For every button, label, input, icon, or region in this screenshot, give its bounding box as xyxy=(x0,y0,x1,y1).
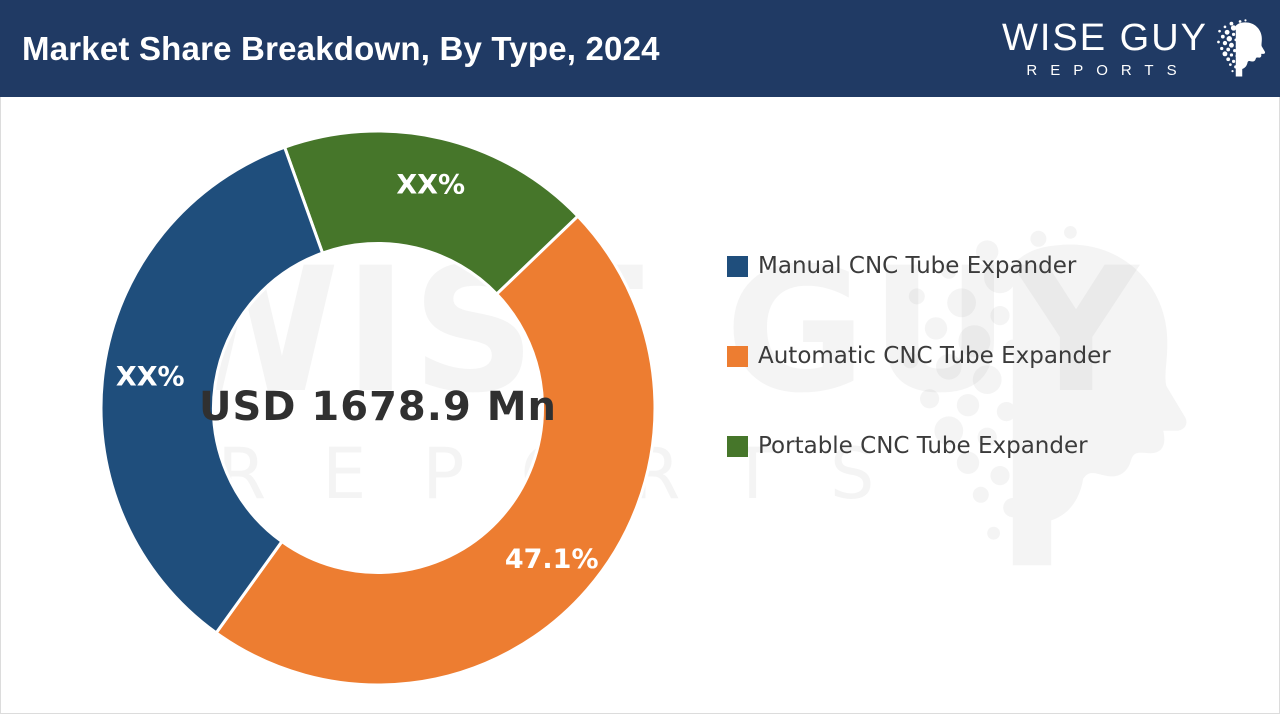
wise-guy-logo: WISE GUY REPORTS xyxy=(1002,11,1266,87)
slice-automatic-cnc-tube-expander xyxy=(214,214,657,687)
legend-label-manual: Manual CNC Tube Expander xyxy=(758,253,1077,279)
slice-label: XX% xyxy=(116,361,185,392)
slice-label: 47.1% xyxy=(505,544,599,575)
legend-item-automatic: Automatic CNC Tube Expander xyxy=(727,339,1111,373)
chart-center-value: USD 1678.9 Mn xyxy=(199,384,557,430)
donut-chart: XX% 47.1% XX% xyxy=(99,129,657,687)
legend-item-portable: Portable CNC Tube Expander xyxy=(727,429,1111,463)
legend-label-portable: Portable CNC Tube Expander xyxy=(758,433,1088,459)
legend-label-automatic: Automatic CNC Tube Expander xyxy=(758,343,1111,369)
legend-swatch-portable xyxy=(727,435,748,457)
legend-item-manual: Manual CNC Tube Expander xyxy=(727,249,1111,283)
logo-face-icon xyxy=(1217,18,1266,77)
logo-wordmark: WISE GUY xyxy=(1001,17,1208,59)
legend-swatch-manual xyxy=(727,255,748,277)
slice-portable-cnc-tube-expander xyxy=(282,129,580,297)
page-title: Market Share Breakdown, By Type, 2024 xyxy=(22,29,660,67)
slice-label: XX% xyxy=(396,170,465,201)
header-bar: Market Share Breakdown, By Type, 2024 WI… xyxy=(0,0,1280,97)
legend-swatch-automatic xyxy=(727,345,748,367)
chart-legend: Manual CNC Tube Expander Automatic CNC T… xyxy=(727,249,1111,519)
logo-subtitle: REPORTS xyxy=(1026,62,1190,79)
slice-manual-cnc-tube-expander xyxy=(99,145,325,635)
